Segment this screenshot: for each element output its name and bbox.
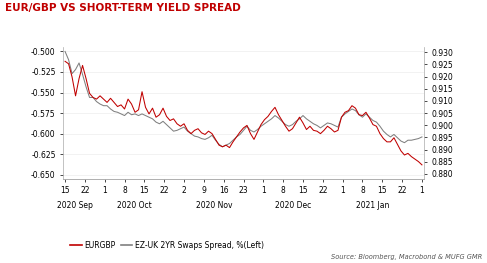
Text: 2020 Sep: 2020 Sep [57, 201, 93, 210]
Text: EUR/GBP VS SHORT-TERM YIELD SPREAD: EUR/GBP VS SHORT-TERM YIELD SPREAD [5, 3, 241, 13]
Text: 2021 Jan: 2021 Jan [356, 201, 389, 210]
Legend: EURGBP, EZ-UK 2YR Swaps Spread, %(Left): EURGBP, EZ-UK 2YR Swaps Spread, %(Left) [67, 238, 267, 253]
Text: Source: Bloomberg, Macrobond & MUFG GMR: Source: Bloomberg, Macrobond & MUFG GMR [331, 254, 482, 260]
Text: 2020 Oct: 2020 Oct [117, 201, 152, 210]
Text: 2020 Dec: 2020 Dec [275, 201, 311, 210]
Text: 2020 Nov: 2020 Nov [195, 201, 232, 210]
